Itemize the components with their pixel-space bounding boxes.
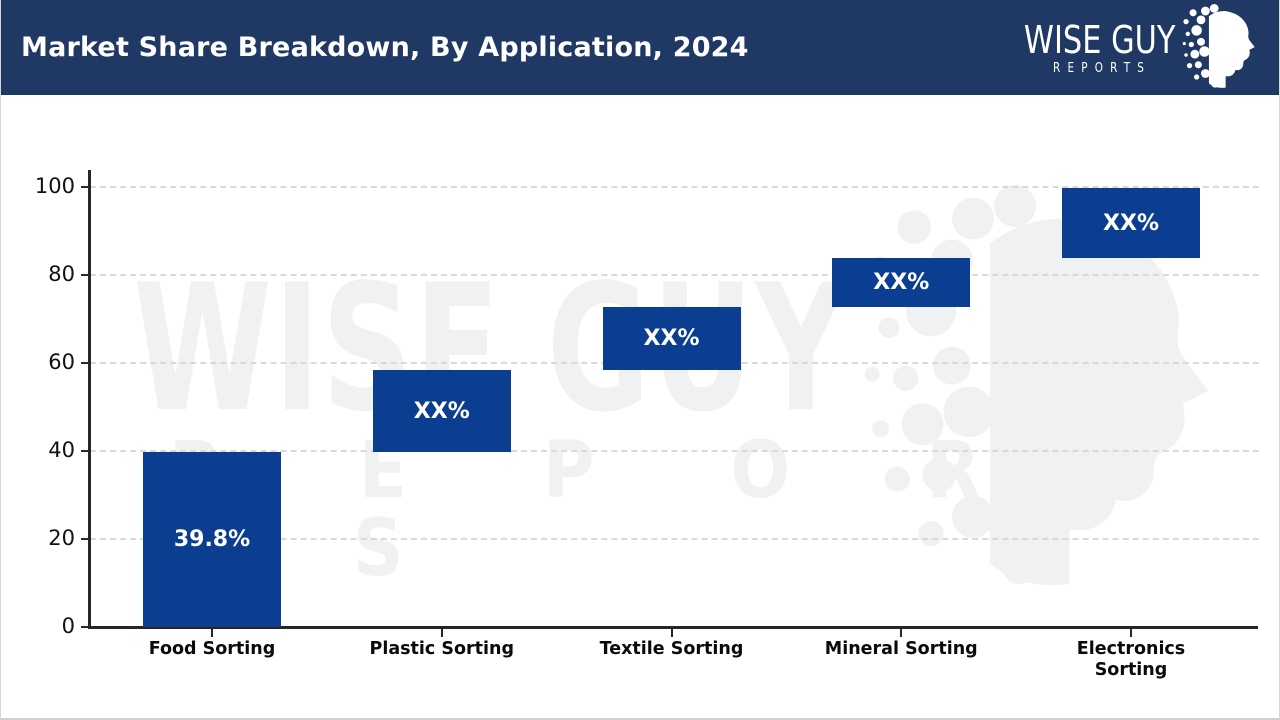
bar-textile-sorting: XX% bbox=[602, 306, 741, 371]
brand-face-icon bbox=[1182, 3, 1255, 88]
x-tick-mark-3 bbox=[900, 629, 903, 637]
brand-subname: REPORTS bbox=[1052, 60, 1151, 76]
brand-name: WISE GUY bbox=[1023, 17, 1175, 62]
brand-logo: WISE GUY REPORTS bbox=[986, 3, 1279, 92]
y-tick-mark-0 bbox=[81, 626, 89, 628]
x-axis-line bbox=[88, 626, 1258, 629]
y-tick-label-40: 40 bbox=[48, 438, 75, 462]
y-tick-mark-60 bbox=[81, 362, 89, 364]
watermark-face-icon bbox=[864, 185, 1209, 586]
header-band: Market Share Breakdown, By Application, … bbox=[1, 0, 1279, 95]
bar-value-label: 39.8% bbox=[173, 526, 251, 552]
bar-value-label: XX% bbox=[1103, 210, 1159, 236]
x-tick-label-0: Food Sorting bbox=[148, 639, 276, 659]
grid-line-100 bbox=[90, 186, 1259, 188]
y-tick-mark-100 bbox=[81, 186, 89, 188]
y-tick-label-60: 60 bbox=[48, 350, 75, 374]
grid-line-80 bbox=[90, 274, 1259, 276]
grid-line-40 bbox=[90, 450, 1259, 452]
bar-value-label: XX% bbox=[643, 326, 700, 352]
bar-value-label: XX% bbox=[413, 398, 470, 424]
bar-electronics-sorting: XX% bbox=[1062, 187, 1200, 259]
x-tick-mark-4 bbox=[1130, 629, 1132, 637]
page-title: Market Share Breakdown, By Application, … bbox=[21, 32, 749, 63]
y-tick-label-100: 100 bbox=[34, 174, 75, 198]
bar-mineral-sorting: XX% bbox=[832, 258, 971, 307]
y-tick-mark-80 bbox=[81, 274, 89, 276]
y-tick-mark-20 bbox=[81, 538, 89, 540]
x-tick-mark-1 bbox=[440, 629, 443, 637]
x-tick-label-2: Textile Sorting bbox=[599, 639, 744, 659]
bar-plastic-sorting: XX% bbox=[372, 370, 511, 452]
bar-value-label: XX% bbox=[873, 269, 930, 295]
x-tick-label-3: Mineral Sorting bbox=[824, 639, 978, 659]
x-tick-label-1: Plastic Sorting bbox=[369, 639, 515, 659]
grid-line-20 bbox=[90, 538, 1259, 540]
x-tick-label-4: Electronics Sorting bbox=[1076, 639, 1186, 680]
brand-wordmark: WISE GUY REPORTS bbox=[1023, 21, 1175, 75]
y-tick-label-20: 20 bbox=[48, 526, 75, 550]
x-tick-mark-2 bbox=[670, 629, 673, 637]
y-axis-line bbox=[88, 170, 91, 628]
y-tick-label-80: 80 bbox=[48, 262, 75, 286]
bar-food-sorting: 39.8% bbox=[143, 451, 281, 627]
watermark-reports: R E P O R T S bbox=[169, 426, 1037, 594]
y-tick-label-0: 0 bbox=[61, 614, 75, 638]
x-tick-mark-0 bbox=[211, 629, 213, 637]
y-tick-mark-40 bbox=[81, 450, 89, 452]
